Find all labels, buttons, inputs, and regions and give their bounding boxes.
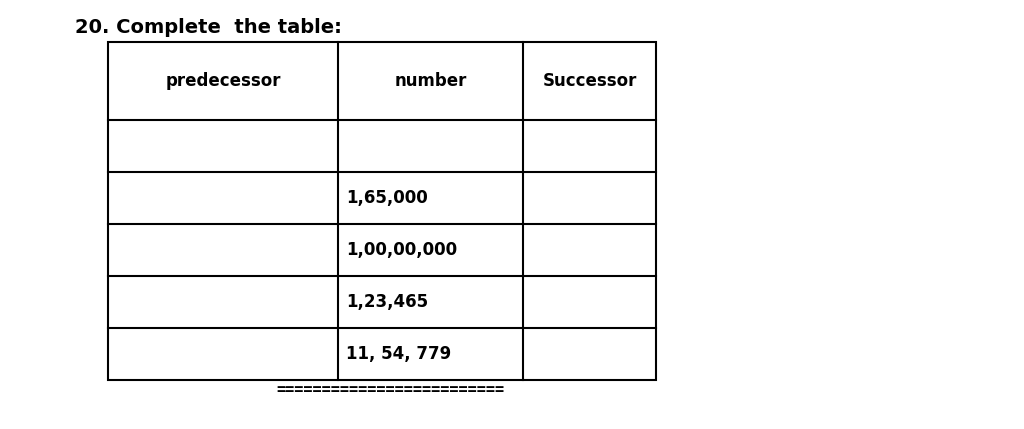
Text: 1,23,465: 1,23,465 bbox=[346, 293, 428, 311]
Text: 1,65,000: 1,65,000 bbox=[346, 189, 428, 207]
Text: 20. Complete  the table:: 20. Complete the table: bbox=[75, 18, 342, 37]
Text: =========================: ========================= bbox=[275, 383, 504, 398]
Text: predecessor: predecessor bbox=[165, 72, 281, 90]
Text: number: number bbox=[394, 72, 467, 90]
Text: 1,00,00,000: 1,00,00,000 bbox=[346, 241, 457, 259]
Bar bbox=[108, 42, 656, 380]
Text: Successor: Successor bbox=[543, 72, 637, 90]
Text: 11, 54, 779: 11, 54, 779 bbox=[346, 345, 452, 363]
